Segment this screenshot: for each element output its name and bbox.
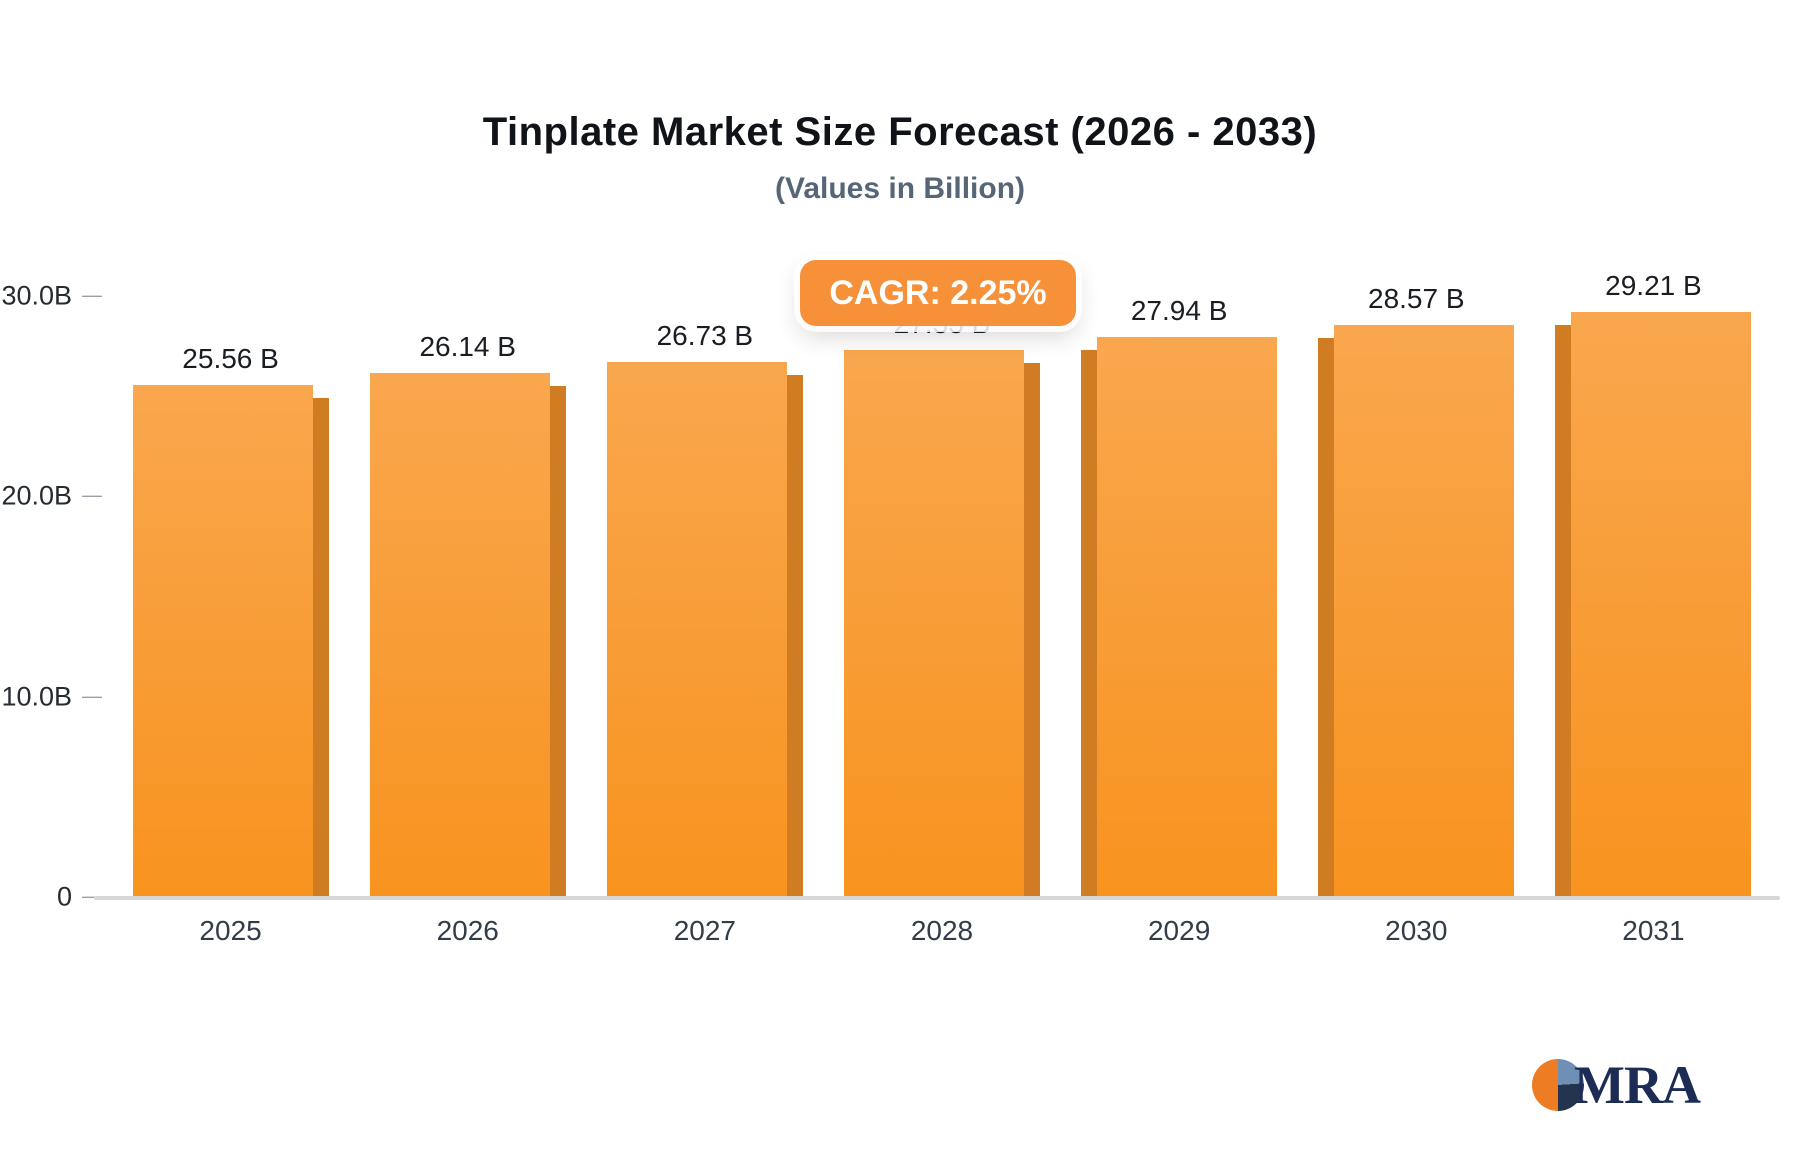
bar[interactable]: 28.57 B [1318,283,1515,897]
x-axis-label: 2030 [1385,915,1448,946]
y-tick: 30.0B — [1,281,102,312]
bar-side-shade [549,386,566,897]
bar-value-label: 26.14 B [419,331,516,363]
bar-group: 27.33 B 2028 [823,296,1060,946]
bar-face [1571,311,1752,897]
bar-side-shade [1318,337,1335,897]
x-axis-label: 2026 [436,915,499,946]
chart-subtitle: (Values in Billion) [774,172,1026,205]
x-axis-label: 2028 [910,915,974,946]
bar-side-shade [312,397,329,897]
bars-container: 25.56 B 2025 26.14 B 2026 26.73 B 2027 27.33 B… [112,270,1772,946]
bar-face [843,349,1024,897]
bar[interactable]: 25.56 B [132,343,329,897]
bar[interactable]: 27.94 B [1081,295,1278,897]
bar-value-label: 27.94 B [1130,295,1228,327]
bar-face [1097,337,1278,897]
bar-group: 26.73 B 2027 [586,296,823,946]
bar-face [1334,324,1515,897]
logo-pie-icon [1532,1059,1585,1111]
cagr-badge: CAGR: 2.25% [800,260,1076,326]
bar-side-shade [786,374,803,897]
y-tick-mark: — [82,484,102,507]
bar-value-label: 29.21 B [1605,269,1702,301]
x-axis-label: 2029 [1147,915,1211,946]
x-axis-line [94,896,1780,900]
bar-value-label: 28.57 B [1368,282,1465,314]
bar[interactable]: 29.21 B [1555,270,1752,897]
bar[interactable]: 26.73 B [606,320,803,897]
bar-group: 25.56 B 2025 [112,296,349,946]
bar-side-shade [1555,324,1572,897]
bar-value-label: 26.73 B [656,319,754,351]
y-tick: 20.0B — [1,481,102,512]
bar[interactable]: 26.14 B [369,331,566,897]
y-tick-label: 0 [56,881,72,912]
bar[interactable]: 27.33 B [843,308,1040,897]
bar-group: 29.21 B 2031 [1535,270,1772,946]
bar-side-shade [1081,350,1098,897]
bar-group: 27.94 B 2029 [1061,295,1298,946]
bar-group: 28.57 B 2030 [1298,283,1535,946]
chart-title: Tinplate Market Size Forecast (2026 - 20… [482,110,1318,154]
y-tick: 10.0B — [1,681,102,712]
bar-face [132,384,313,897]
logo-text: MRA [1574,1055,1701,1115]
y-axis: 0—10.0B —20.0B —30.0B — [1,281,1772,912]
bar-value-label: 25.56 B [182,342,279,374]
bar-group: 26.14 B 2026 [349,296,586,946]
y-tick-label: 20.0B [1,480,72,511]
x-axis-label: 2027 [673,915,736,946]
x-axis-label: 2025 [199,915,262,946]
brand-logo: MRA [1532,1055,1701,1115]
bar-face [369,373,550,897]
y-tick: 0— [57,882,102,913]
y-tick-mark: — [82,685,102,708]
x-axis-label: 2031 [1622,915,1685,946]
y-tick-label: 30.0B [1,280,72,311]
y-tick-mark: — [82,885,102,908]
y-tick-mark: — [82,284,102,307]
bar-face [606,361,787,897]
y-tick-label: 10.0B [1,681,72,712]
bar-side-shade [1023,362,1040,897]
